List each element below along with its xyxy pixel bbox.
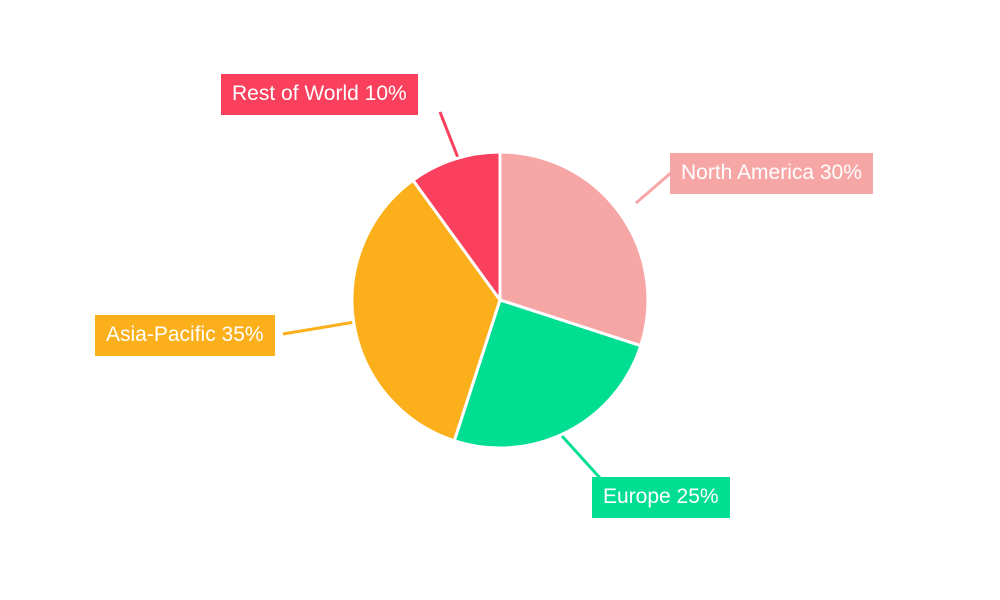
leader-line-europe — [560, 434, 602, 480]
pie-slices — [350, 150, 650, 450]
pie-label-asia-pacific[interactable]: Asia-Pacific 35% — [95, 315, 275, 356]
pie-label-europe[interactable]: Europe 25% — [592, 477, 730, 518]
leader-line-north-america — [635, 170, 673, 205]
pie-slice-asia-pacific[interactable] — [350, 178, 502, 443]
pie-slice-europe[interactable] — [452, 298, 643, 450]
leader-line-asia-pacific — [282, 320, 356, 336]
pie-label-rest-of-world[interactable]: Rest of World 10% — [221, 74, 418, 115]
pie-slice-north-america[interactable] — [498, 150, 650, 348]
pie-slice-rest-of-world[interactable] — [411, 150, 502, 302]
pie-label-north-america[interactable]: North America 30% — [670, 153, 873, 194]
